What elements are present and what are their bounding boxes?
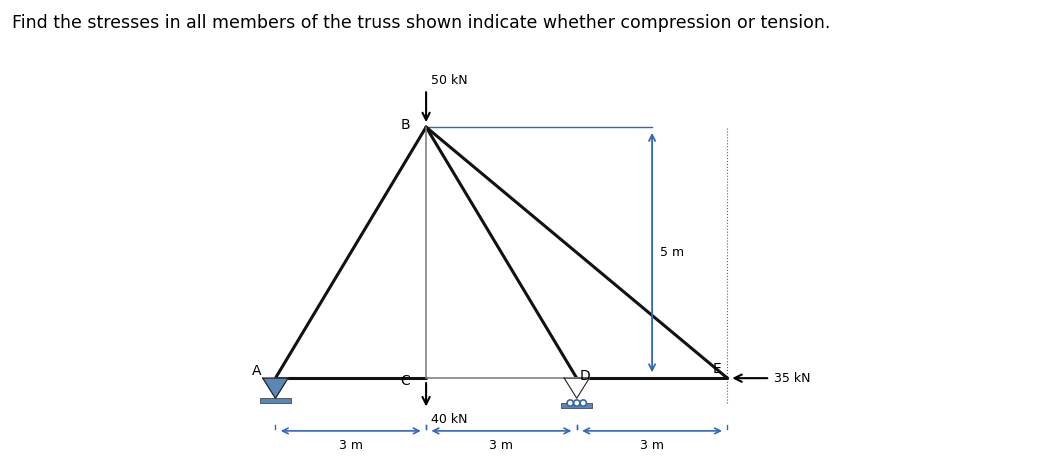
Text: B: B <box>401 118 410 131</box>
Text: 50 kN: 50 kN <box>431 74 468 87</box>
Polygon shape <box>565 378 590 398</box>
Text: 3 m: 3 m <box>490 439 514 453</box>
Text: D: D <box>579 368 590 383</box>
Circle shape <box>574 400 580 406</box>
Circle shape <box>567 400 573 406</box>
Circle shape <box>580 400 586 406</box>
Text: Find the stresses in all members of the truss shown indicate whether compression: Find the stresses in all members of the … <box>12 14 830 32</box>
Text: 3 m: 3 m <box>338 439 362 453</box>
Text: A: A <box>252 364 262 377</box>
Text: 40 kN: 40 kN <box>431 413 467 426</box>
Bar <box>261 398 291 403</box>
Text: 3 m: 3 m <box>640 439 664 453</box>
Text: 5 m: 5 m <box>659 246 684 259</box>
Text: C: C <box>401 374 410 388</box>
Text: E: E <box>713 362 721 376</box>
Bar <box>562 403 593 408</box>
Text: 35 kN: 35 kN <box>773 372 810 385</box>
Polygon shape <box>263 378 288 398</box>
